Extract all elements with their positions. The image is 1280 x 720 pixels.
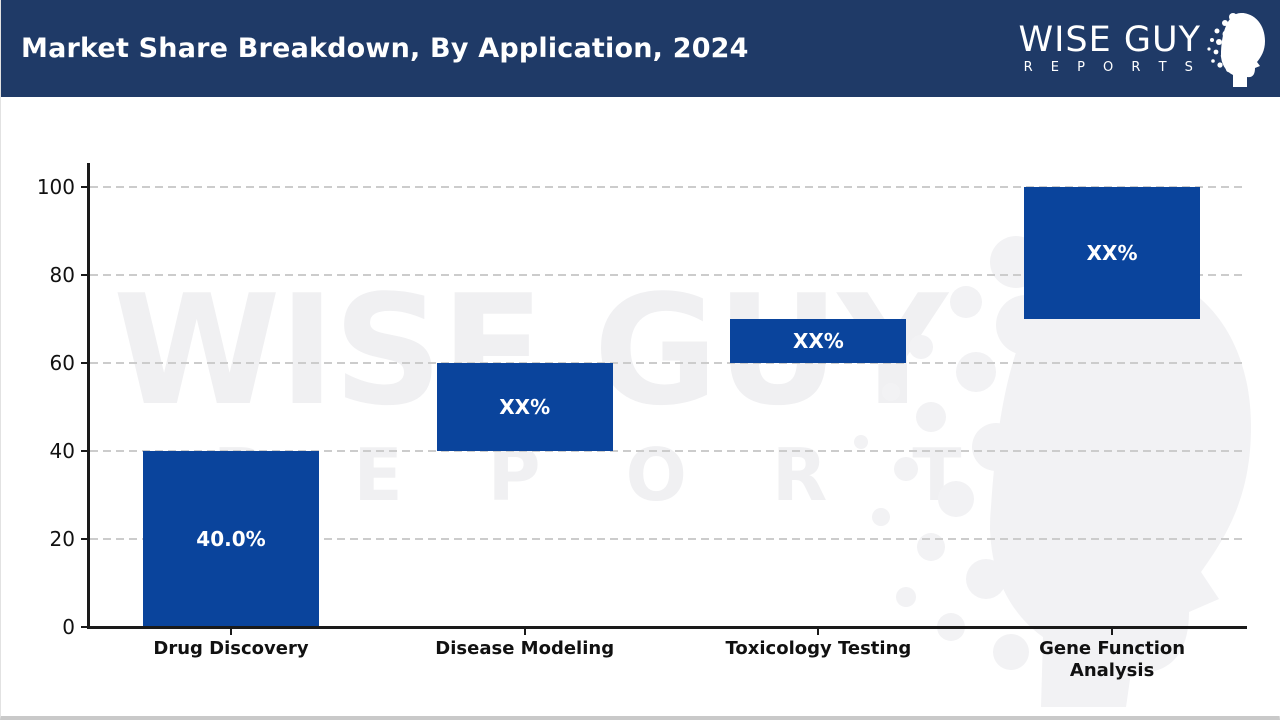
bar-value-label-2: XX% [499,395,551,419]
chart-bar-3: XX% [730,319,907,363]
gridline-20 [90,538,1247,540]
logo-wordmark: WISE GUY [1018,19,1201,60]
page-title: Market Share Breakdown, By Application, … [21,33,749,64]
y-tick-80 [81,274,88,276]
x-category-label-1: Drug Discovery [153,638,309,659]
y-tick-60 [81,362,88,364]
header: Market Share Breakdown, By Application, … [1,0,1280,97]
chart-bar-2: XX% [436,363,613,451]
y-tick-label-60: 60 [49,351,75,375]
chart-bar-1: 40.0% [143,451,319,627]
gridline-40 [90,450,1247,452]
y-tick-20 [81,538,88,540]
x-tick-2 [523,628,526,635]
y-tick-label-20: 20 [49,527,75,551]
gridline-60 [90,362,1247,364]
y-axis [87,163,90,629]
bar-value-label-1: 40.0% [196,527,266,551]
gridline-80 [90,274,1247,276]
x-tick-1 [230,628,232,635]
y-tick-label-0: 0 [62,615,75,639]
gridline-100 [90,186,1247,188]
y-tick-0 [81,626,88,628]
x-tick-3 [817,628,820,635]
x-category-label-3: Toxicology Testing [725,638,912,659]
logo-subtext: R E P O R T S [1023,59,1200,75]
y-tick-label-100: 100 [36,175,75,199]
bar-value-label-4: XX% [1086,241,1138,265]
wiseguy-face-icon [1207,12,1265,87]
x-axis [87,626,1247,629]
x-tick-4 [1111,628,1114,635]
y-tick-100 [81,186,88,188]
y-tick-40 [81,450,88,452]
bar-value-label-3: XX% [792,329,844,353]
x-category-label-4: Gene Function Analysis [1039,638,1186,681]
chart-bar-4: XX% [1024,187,1201,319]
chart-region: WISE GUY R E P O R T S 0 20 40 60 80 100 40.0%… [1,97,1280,716]
y-tick-label-40: 40 [49,439,75,463]
x-category-label-2: Disease Modeling [435,638,615,659]
y-tick-label-80: 80 [49,263,75,287]
logo-text: WISE GUY R E P O R T S [1018,19,1201,75]
wiseguy-logo: WISE GUY R E P O R T S [1018,11,1267,87]
